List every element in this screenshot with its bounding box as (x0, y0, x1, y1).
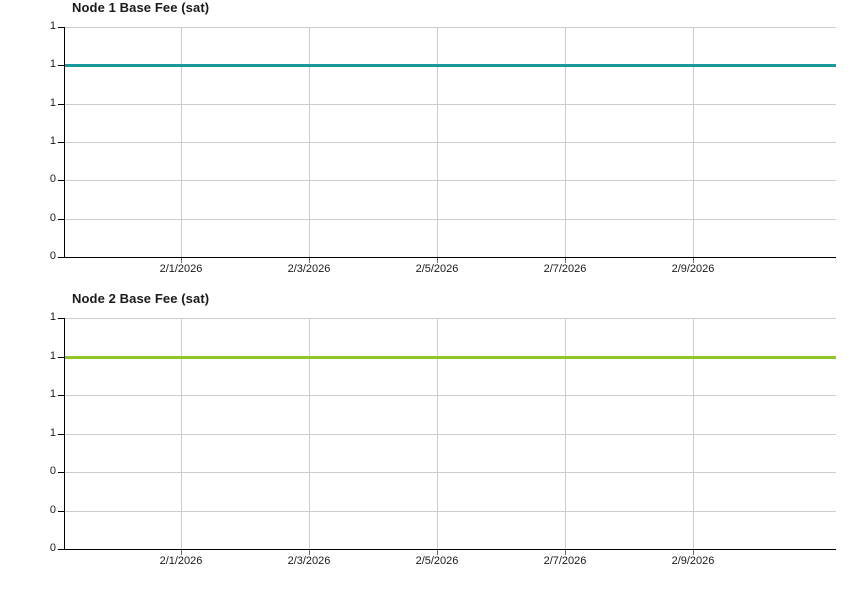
gridline-horizontal (64, 395, 836, 396)
y-axis-tick (58, 472, 64, 473)
gridline-horizontal (64, 27, 836, 28)
series-line-2 (64, 356, 836, 359)
x-axis-tick (693, 258, 694, 263)
y-axis-tick-label: 1 (49, 427, 56, 439)
y-axis-tick (58, 27, 64, 28)
y-axis-tick (58, 65, 64, 66)
series-line-1 (64, 64, 836, 67)
gridline-vertical (565, 27, 566, 257)
y-axis-tick (58, 219, 64, 220)
y-axis-tick (58, 257, 64, 258)
x-axis-tick-label: 2/1/2026 (159, 555, 203, 567)
chart-title: Node 1 Base Fee (sat) (72, 0, 210, 15)
gridline-horizontal (64, 511, 836, 512)
y-axis-tick-label: 1 (49, 350, 56, 362)
x-axis-tick-label: 2/9/2026 (671, 263, 715, 275)
gridline-vertical (693, 318, 694, 549)
gridline-horizontal (64, 142, 836, 143)
x-axis-tick-label: 2/5/2026 (415, 555, 459, 567)
x-axis-tick (309, 550, 310, 555)
x-axis-line (64, 257, 836, 258)
y-axis-tick (58, 180, 64, 181)
y-axis-tick (58, 104, 64, 105)
gridline-vertical (565, 318, 566, 549)
x-axis-tick (565, 258, 566, 263)
x-axis-tick-label: 2/7/2026 (543, 263, 587, 275)
x-axis-tick (693, 550, 694, 555)
y-axis-tick (58, 511, 64, 512)
gridline-vertical (693, 27, 694, 257)
y-axis-tick-labels: 1 1 1 1 0 0 0 (30, 21, 56, 262)
x-axis-tick (437, 550, 438, 555)
gridline-horizontal (64, 180, 836, 181)
y-axis-tick-label: 0 (49, 250, 56, 262)
y-axis-tick-label: 1 (49, 311, 56, 323)
gridline-vertical (437, 27, 438, 257)
y-axis-tick (58, 142, 64, 143)
y-axis-tick (58, 318, 64, 319)
y-axis-tick-label: 0 (49, 542, 56, 554)
y-axis-tick (58, 434, 64, 435)
gridline-vertical (437, 318, 438, 549)
y-axis-tick (58, 549, 64, 550)
y-axis-tick-label: 1 (49, 97, 56, 109)
x-axis-tick (437, 258, 438, 263)
gridline-vertical (181, 27, 182, 257)
x-axis-tick-labels: 2/1/2026 2/3/2026 2/5/2026 2/7/2026 2/9/2026 (0, 258, 860, 278)
chart-title: Node 2 Base Fee (sat) (72, 291, 210, 306)
y-axis-line (64, 318, 65, 550)
y-axis-tick-label: 1 (49, 135, 56, 147)
y-axis-tick-label: 0 (49, 212, 56, 224)
gridline-vertical (181, 318, 182, 549)
y-axis-tick-label: 0 (49, 465, 56, 477)
plot-area (64, 318, 836, 549)
y-axis-tick-label: 0 (49, 173, 56, 185)
x-axis-tick (565, 550, 566, 555)
gridline-horizontal (64, 434, 836, 435)
x-axis-line (64, 549, 836, 550)
y-axis-tick-labels: 1 1 1 1 0 0 0 (30, 312, 56, 554)
y-axis-tick-label: 1 (49, 388, 56, 400)
x-axis-tick-label: 2/3/2026 (287, 555, 331, 567)
x-axis-tick-label: 2/1/2026 (159, 263, 203, 275)
x-axis-tick-labels: 2/1/2026 2/3/2026 2/5/2026 2/7/2026 2/9/2026 (0, 550, 860, 570)
gridline-vertical (309, 318, 310, 549)
x-axis-tick-label: 2/3/2026 (287, 263, 331, 275)
y-axis-tick-label: 1 (49, 58, 56, 70)
y-axis-tick (58, 357, 64, 358)
x-axis-tick-label: 2/7/2026 (543, 555, 587, 567)
y-axis-tick (58, 395, 64, 396)
gridline-horizontal (64, 318, 836, 319)
x-axis-tick-label: 2/9/2026 (671, 555, 715, 567)
gridline-horizontal (64, 472, 836, 473)
x-axis-tick-label: 2/5/2026 (415, 263, 459, 275)
plot-area (64, 27, 836, 257)
x-axis-tick (181, 258, 182, 263)
gridline-vertical (309, 27, 310, 257)
y-axis-tick-label: 1 (49, 20, 56, 32)
x-axis-tick (309, 258, 310, 263)
gridline-horizontal (64, 104, 836, 105)
x-axis-tick (181, 550, 182, 555)
y-axis-tick-label: 0 (49, 504, 56, 516)
y-axis-line (64, 27, 65, 258)
gridline-horizontal (64, 219, 836, 220)
